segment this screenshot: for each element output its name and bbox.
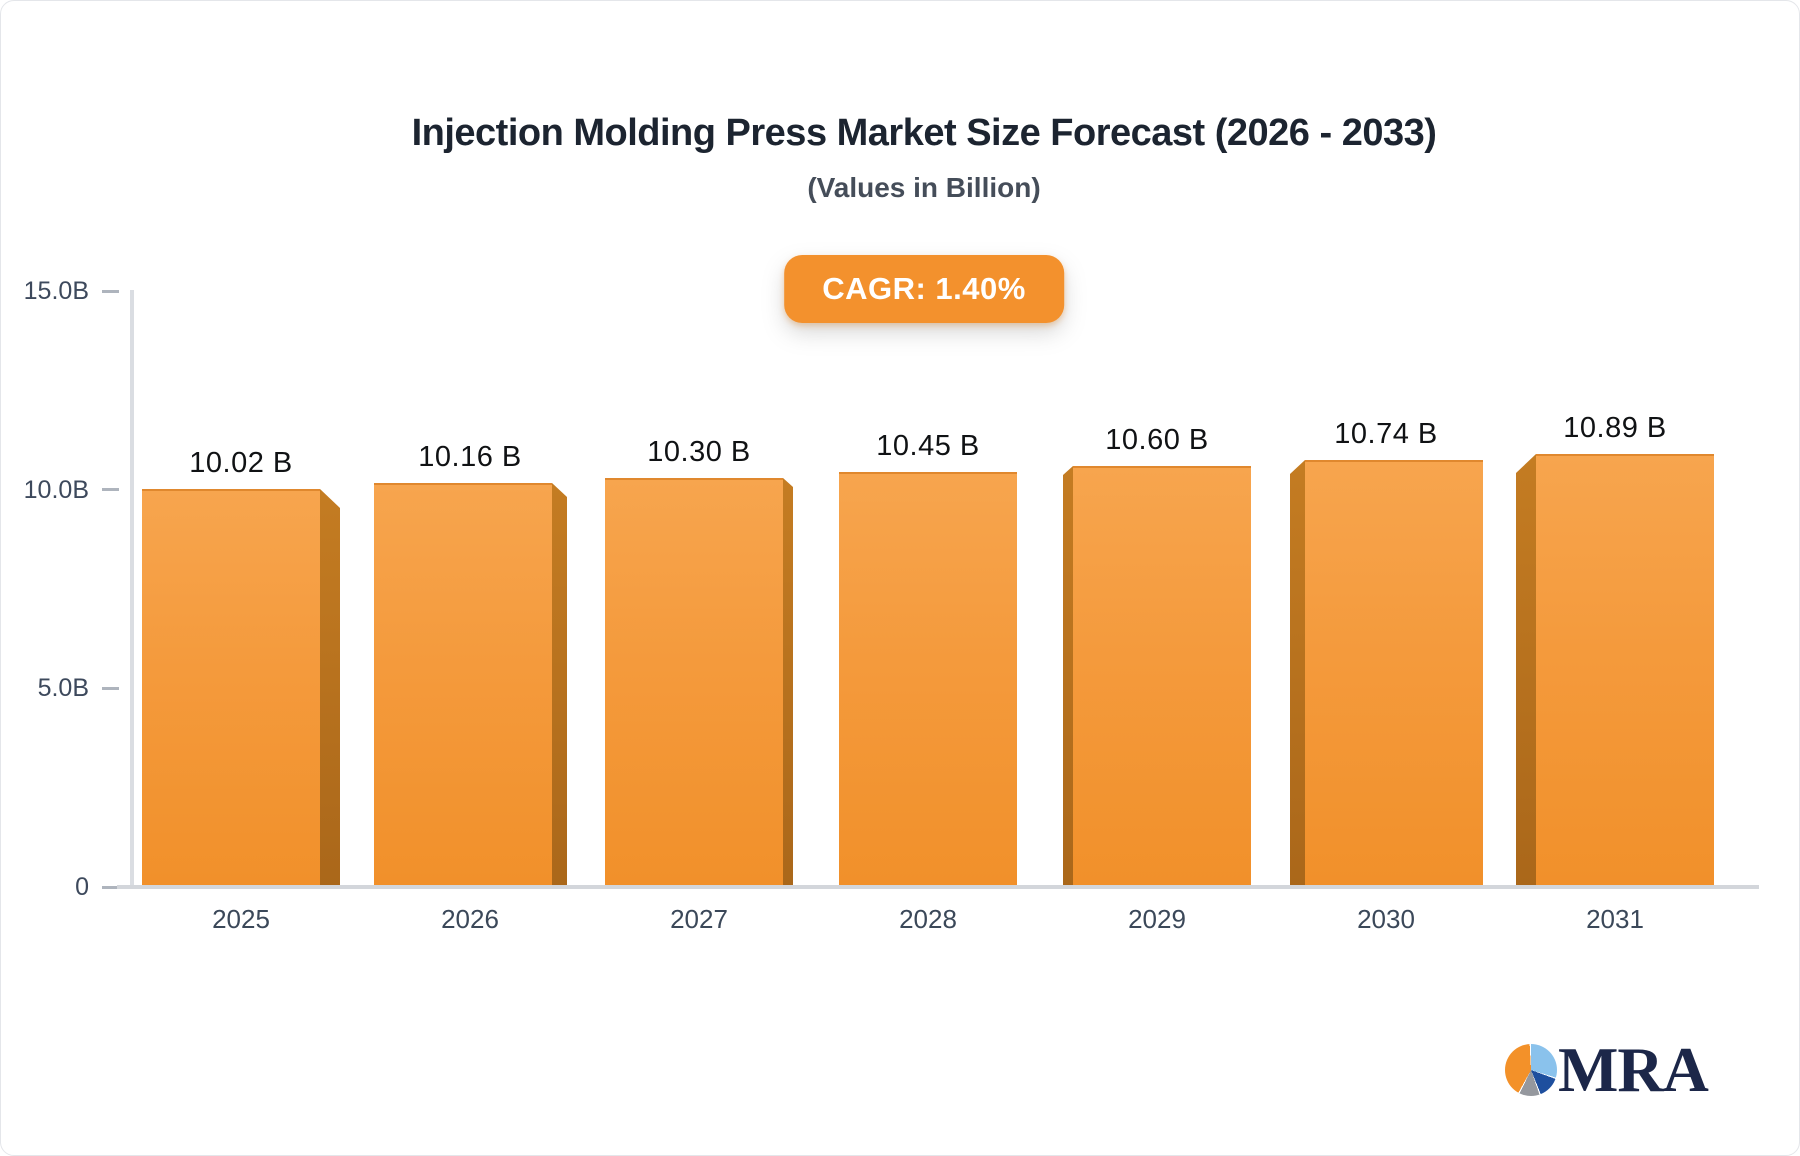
x-axis-label: 2028 — [899, 904, 957, 934]
bar-value-label: 10.89 B — [1563, 412, 1667, 444]
bar-2031 — [1516, 454, 1714, 889]
y-tick-mark — [102, 289, 119, 293]
bar-3d-side — [783, 478, 793, 889]
x-axis-line — [117, 885, 1759, 889]
y-tick-mark — [102, 488, 119, 492]
y-tick-label: 0 — [75, 873, 89, 901]
bar-3d-side — [320, 489, 340, 889]
bar-value-label: 10.45 B — [876, 430, 980, 462]
x-axis-label: 2029 — [1128, 904, 1186, 934]
y-tick-label: 5.0B — [37, 674, 89, 703]
bar-2025 — [142, 489, 340, 889]
y-axis-line — [130, 290, 134, 888]
x-axis-label: 2026 — [441, 904, 499, 934]
mra-logo-text: MRA — [1558, 1034, 1709, 1105]
bar-3d-side — [1063, 466, 1073, 889]
bar-face — [142, 489, 320, 889]
y-tick-mark — [102, 686, 119, 690]
bar-3d-side — [1290, 460, 1305, 889]
y-tick-mark — [102, 885, 119, 889]
x-axis-label: 2025 — [212, 904, 270, 934]
bar-2027 — [605, 478, 793, 889]
bar-3d-side — [1516, 454, 1536, 889]
x-axis-label: 2030 — [1357, 904, 1415, 934]
x-axis-label: 2027 — [670, 904, 728, 934]
bar-3d-side — [552, 483, 567, 889]
bar-value-label: 10.30 B — [647, 436, 751, 468]
mra-logo: MRA — [1505, 1034, 1709, 1105]
bar-face — [839, 472, 1017, 889]
bar-value-label: 10.60 B — [1105, 424, 1209, 456]
mra-pie-chart-icon — [1505, 1044, 1557, 1096]
y-tick-label: 15.0B — [23, 277, 89, 305]
bar-2026 — [374, 483, 567, 889]
bar-2030 — [1290, 460, 1483, 889]
bar-face — [374, 483, 552, 889]
bar-face — [1305, 460, 1483, 889]
bar-2028 — [839, 472, 1017, 889]
bar-face — [605, 478, 783, 889]
x-axis-label: 2031 — [1586, 904, 1644, 934]
bar-value-label: 10.16 B — [418, 441, 522, 473]
bar-face — [1073, 466, 1251, 889]
bar-2029 — [1063, 466, 1251, 889]
bar-face — [1536, 454, 1714, 889]
bar-value-label: 10.02 B — [189, 447, 293, 479]
y-tick-label: 10.0B — [23, 475, 89, 504]
bar-value-label: 10.74 B — [1334, 418, 1438, 450]
